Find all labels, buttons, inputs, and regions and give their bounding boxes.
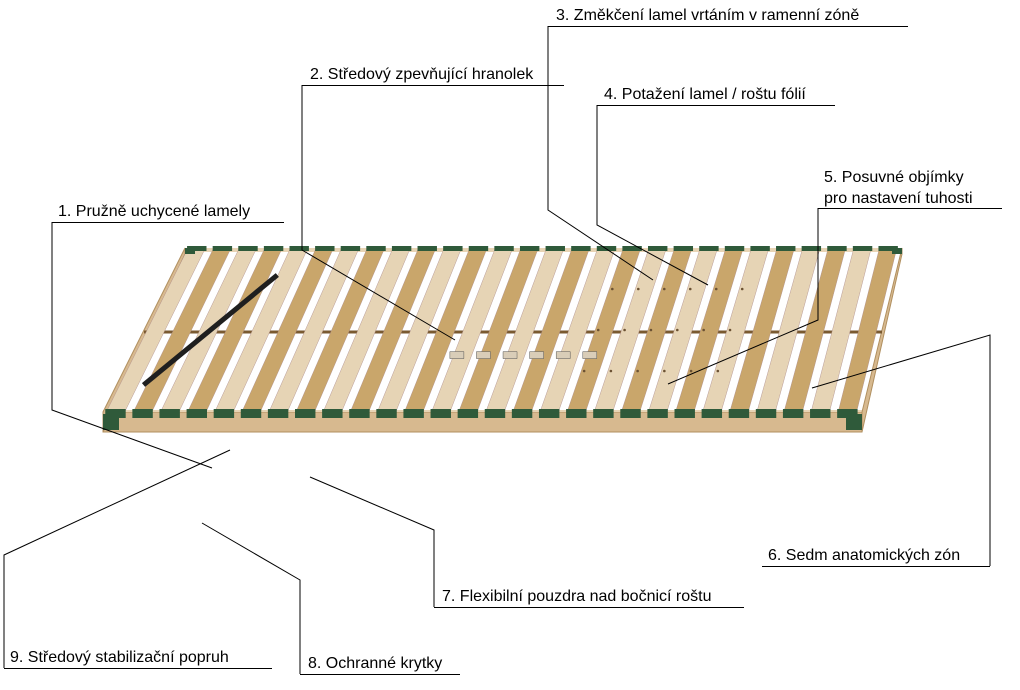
callout-l1-underline	[52, 222, 284, 223]
callout-l9: 9. Středový stabilizační popruh	[10, 648, 229, 669]
callout-l2-underline	[302, 85, 564, 86]
callout-l3-underline	[548, 26, 908, 27]
callout-l3: 3. Změkčení lamel vrtáním v ramenní zóně	[556, 6, 859, 27]
callout-l6: 6. Sedm anatomických zón	[768, 546, 960, 567]
callout-l7: 7. Flexibilní pouzdra nad bočnicí roštu	[442, 587, 711, 608]
callout-l8: 8. Ochranné krytky	[308, 654, 442, 675]
callout-l5-underline	[818, 208, 1002, 209]
callout-l5: 5. Posuvné objímky pro nastavení tuhosti	[824, 168, 973, 210]
callout-l1: 1. Pružně uchycené lamely	[58, 202, 250, 223]
callout-l4-underline	[597, 105, 835, 106]
callout-l6-underline	[762, 566, 990, 567]
callout-l9-underline	[4, 668, 272, 669]
callout-l2: 2. Středový zpevňující hranolek	[310, 65, 533, 86]
callout-l4: 4. Potažení lamel / roštu fólií	[604, 85, 806, 106]
callout-l7-underline	[434, 607, 744, 608]
callout-l8-underline	[300, 674, 460, 675]
